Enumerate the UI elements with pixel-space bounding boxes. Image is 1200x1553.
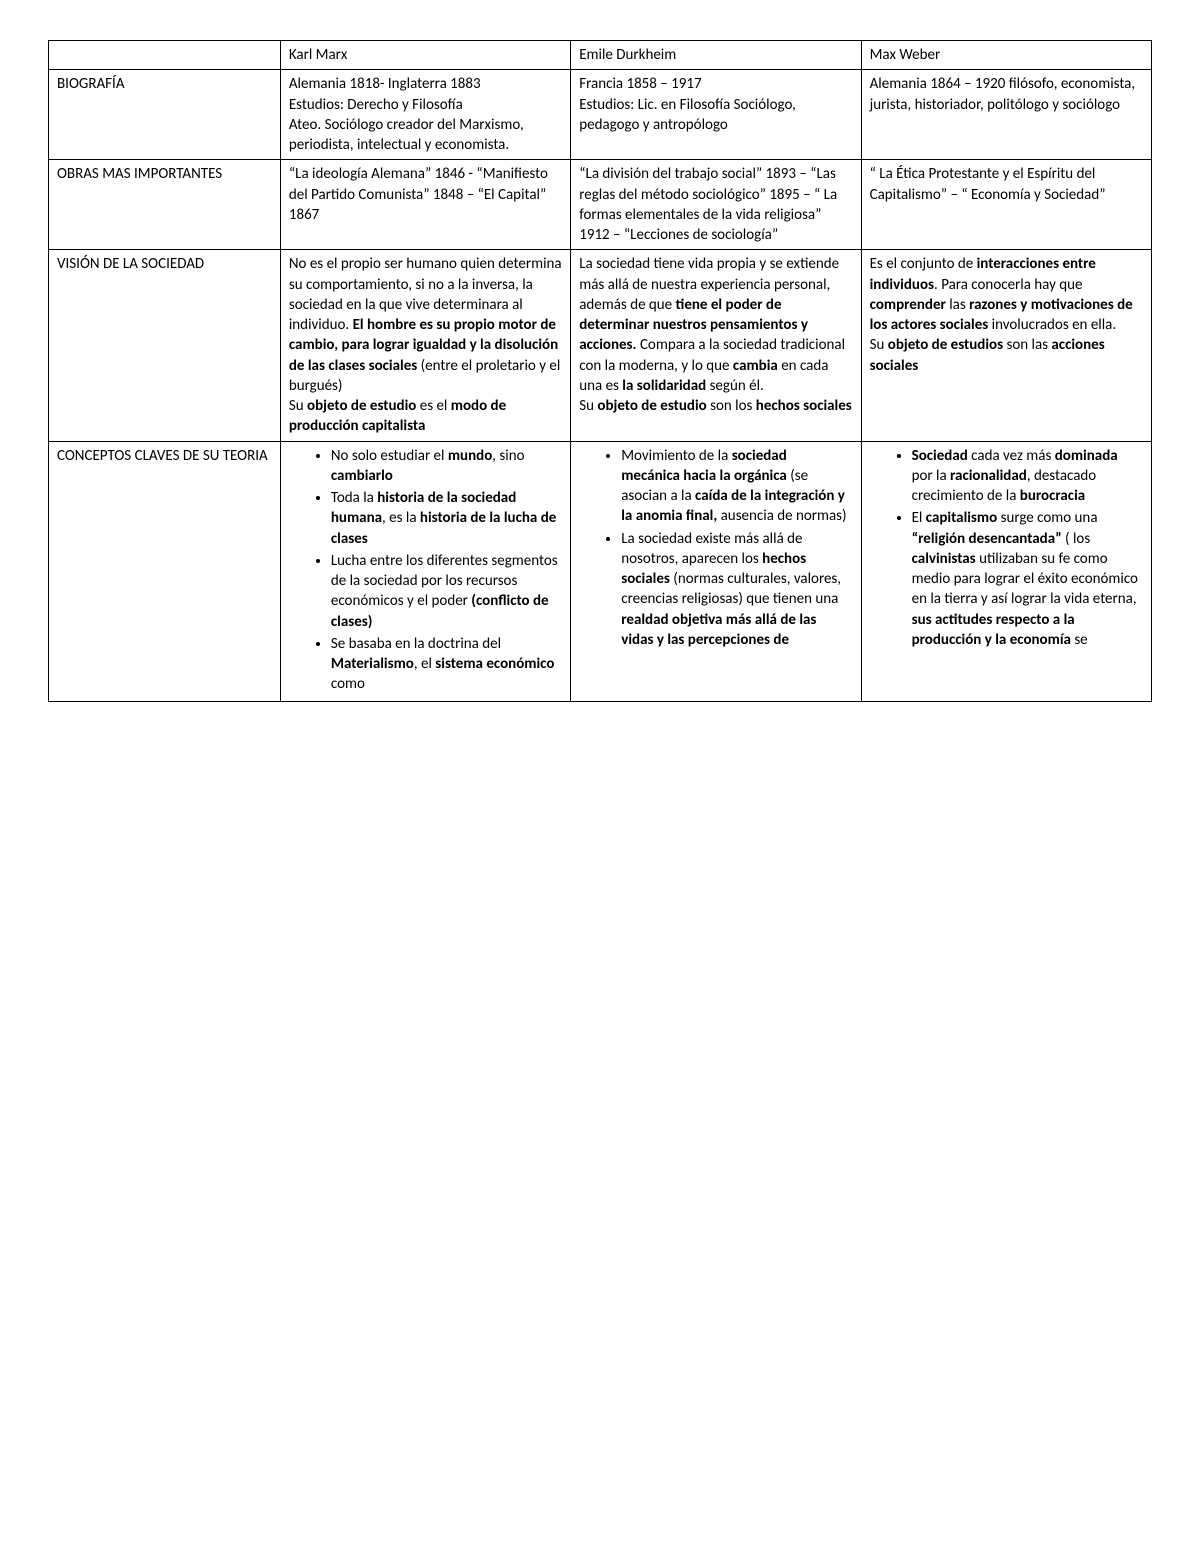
bold-span: racionalidad (950, 467, 1027, 485)
text-span: . Para conocerla hay que (934, 276, 1082, 294)
table-header-row: Karl Marx Emile Durkheim Max Weber (49, 41, 1152, 70)
row-vision: VISIÓN DE LA SOCIEDAD No es el propio se… (49, 250, 1152, 441)
text-span: Toda la (331, 489, 377, 507)
bold-span: capitalismo (926, 509, 997, 527)
bold-span: comprender (870, 296, 946, 314)
bold-span: realdad objetiva más allá de las vidas y… (621, 611, 816, 649)
text-span: por la (912, 467, 950, 485)
text-span: ( los (1062, 530, 1091, 548)
text-span: cada vez más (968, 447, 1055, 465)
text-span: Su (579, 397, 597, 415)
bullet-list: Sociedad cada vez más dominada por la ra… (870, 446, 1143, 651)
vision-weber: Es el conjunto de interacciones entre in… (861, 250, 1151, 441)
text-span: , es la (382, 509, 420, 527)
biografia-durkheim: Francia 1858 – 1917 Estudios: Lic. en Fi… (571, 70, 861, 160)
text-span: Se basaba en la doctrina del (331, 635, 501, 653)
comparison-table: Karl Marx Emile Durkheim Max Weber BIOGR… (48, 40, 1152, 702)
bold-span: hechos sociales (756, 397, 852, 415)
text-span: El (912, 509, 926, 527)
text-span: se (1071, 631, 1088, 649)
text-span: es el (416, 397, 450, 415)
text-span: Es el conjunto de (870, 255, 977, 273)
text-span: , sino (492, 447, 524, 465)
conceptos-weber: Sociedad cada vez más dominada por la ra… (861, 441, 1151, 701)
bold-span: calvinistas (912, 550, 976, 568)
bold-span: sus actitudes respecto a la producción y… (912, 611, 1075, 649)
biografia-weber: Alemania 1864 – 1920 filósofo, economist… (861, 70, 1151, 160)
text-span: Su (289, 397, 307, 415)
bold-span: dominada (1055, 447, 1118, 465)
header-marx: Karl Marx (280, 41, 570, 70)
bold-span: burocracia (1020, 487, 1085, 505)
list-item: Sociedad cada vez más dominada por la ra… (912, 446, 1139, 507)
bold-span: cambiarlo (331, 467, 393, 485)
list-item: Lucha entre los diferentes segmentos de … (331, 551, 558, 632)
header-weber: Max Weber (861, 41, 1151, 70)
text-span: son los (707, 397, 756, 415)
label-biografia: BIOGRAFÍA (49, 70, 281, 160)
text-span: ausencia de normas) (717, 507, 846, 525)
text-span: las (946, 296, 969, 314)
obras-marx: “La ideología Alemana” 1846 - “Manifiest… (280, 160, 570, 250)
conceptos-marx: No solo estudiar el mundo, sino cambiarl… (280, 441, 570, 701)
list-item: Se basaba en la doctrina del Materialism… (331, 634, 558, 695)
bold-span: sistema económico (435, 655, 554, 673)
text-span: No solo estudiar el (331, 447, 448, 465)
bold-span: objeto de estudio (307, 397, 416, 415)
list-item: Toda la historia de la sociedad humana, … (331, 488, 558, 549)
bullet-list: Movimiento de la sociedad mecánica hacia… (579, 446, 852, 651)
obras-durkheim: “La división del trabajo social” 1893 – … (571, 160, 861, 250)
document-page: Karl Marx Emile Durkheim Max Weber BIOGR… (0, 0, 1200, 742)
text-span: son las (1003, 336, 1051, 354)
text-span: , el (414, 655, 435, 673)
vision-marx: No es el propio ser humano quien determi… (280, 250, 570, 441)
text-span: como (331, 675, 365, 693)
bold-span: Sociedad (912, 447, 968, 465)
bold-span: mundo (448, 447, 492, 465)
row-obras: OBRAS MAS IMPORTANTES “La ideología Alem… (49, 160, 1152, 250)
obras-weber: “ La Ética Protestante y el Espíritu del… (861, 160, 1151, 250)
label-conceptos: CONCEPTOS CLAVES DE SU TEORIA (49, 441, 281, 701)
list-item: El capitalismo surge como una “religión … (912, 508, 1139, 650)
text-span: involucrados en ella. (988, 316, 1116, 334)
list-item: No solo estudiar el mundo, sino cambiarl… (331, 446, 558, 487)
bold-span: “religión desencantada” (912, 530, 1062, 548)
text-span: según él. (706, 377, 764, 395)
header-durkheim: Emile Durkheim (571, 41, 861, 70)
conceptos-durkheim: Movimiento de la sociedad mecánica hacia… (571, 441, 861, 701)
bold-span: cambia (733, 357, 778, 375)
label-vision: VISIÓN DE LA SOCIEDAD (49, 250, 281, 441)
row-conceptos: CONCEPTOS CLAVES DE SU TEORIA No solo es… (49, 441, 1152, 701)
bold-span: objeto de estudio (597, 397, 706, 415)
list-item: Movimiento de la sociedad mecánica hacia… (621, 446, 848, 527)
bold-span: la solidaridad (622, 377, 706, 395)
biografia-marx: Alemania 1818- Inglaterra 1883 Estudios:… (280, 70, 570, 160)
bold-span: objeto de estudios (888, 336, 1003, 354)
label-obras: OBRAS MAS IMPORTANTES (49, 160, 281, 250)
bold-span: Materialismo (331, 655, 414, 673)
text-span: Su (870, 336, 888, 354)
text-span: surge como una (997, 509, 1097, 527)
header-blank (49, 41, 281, 70)
bullet-list: No solo estudiar el mundo, sino cambiarl… (289, 446, 562, 695)
text-span: Movimiento de la (621, 447, 731, 465)
vision-durkheim: La sociedad tiene vida propia y se extie… (571, 250, 861, 441)
list-item: La sociedad existe más allá de nosotros,… (621, 529, 848, 651)
row-biografia: BIOGRAFÍA Alemania 1818- Inglaterra 1883… (49, 70, 1152, 160)
